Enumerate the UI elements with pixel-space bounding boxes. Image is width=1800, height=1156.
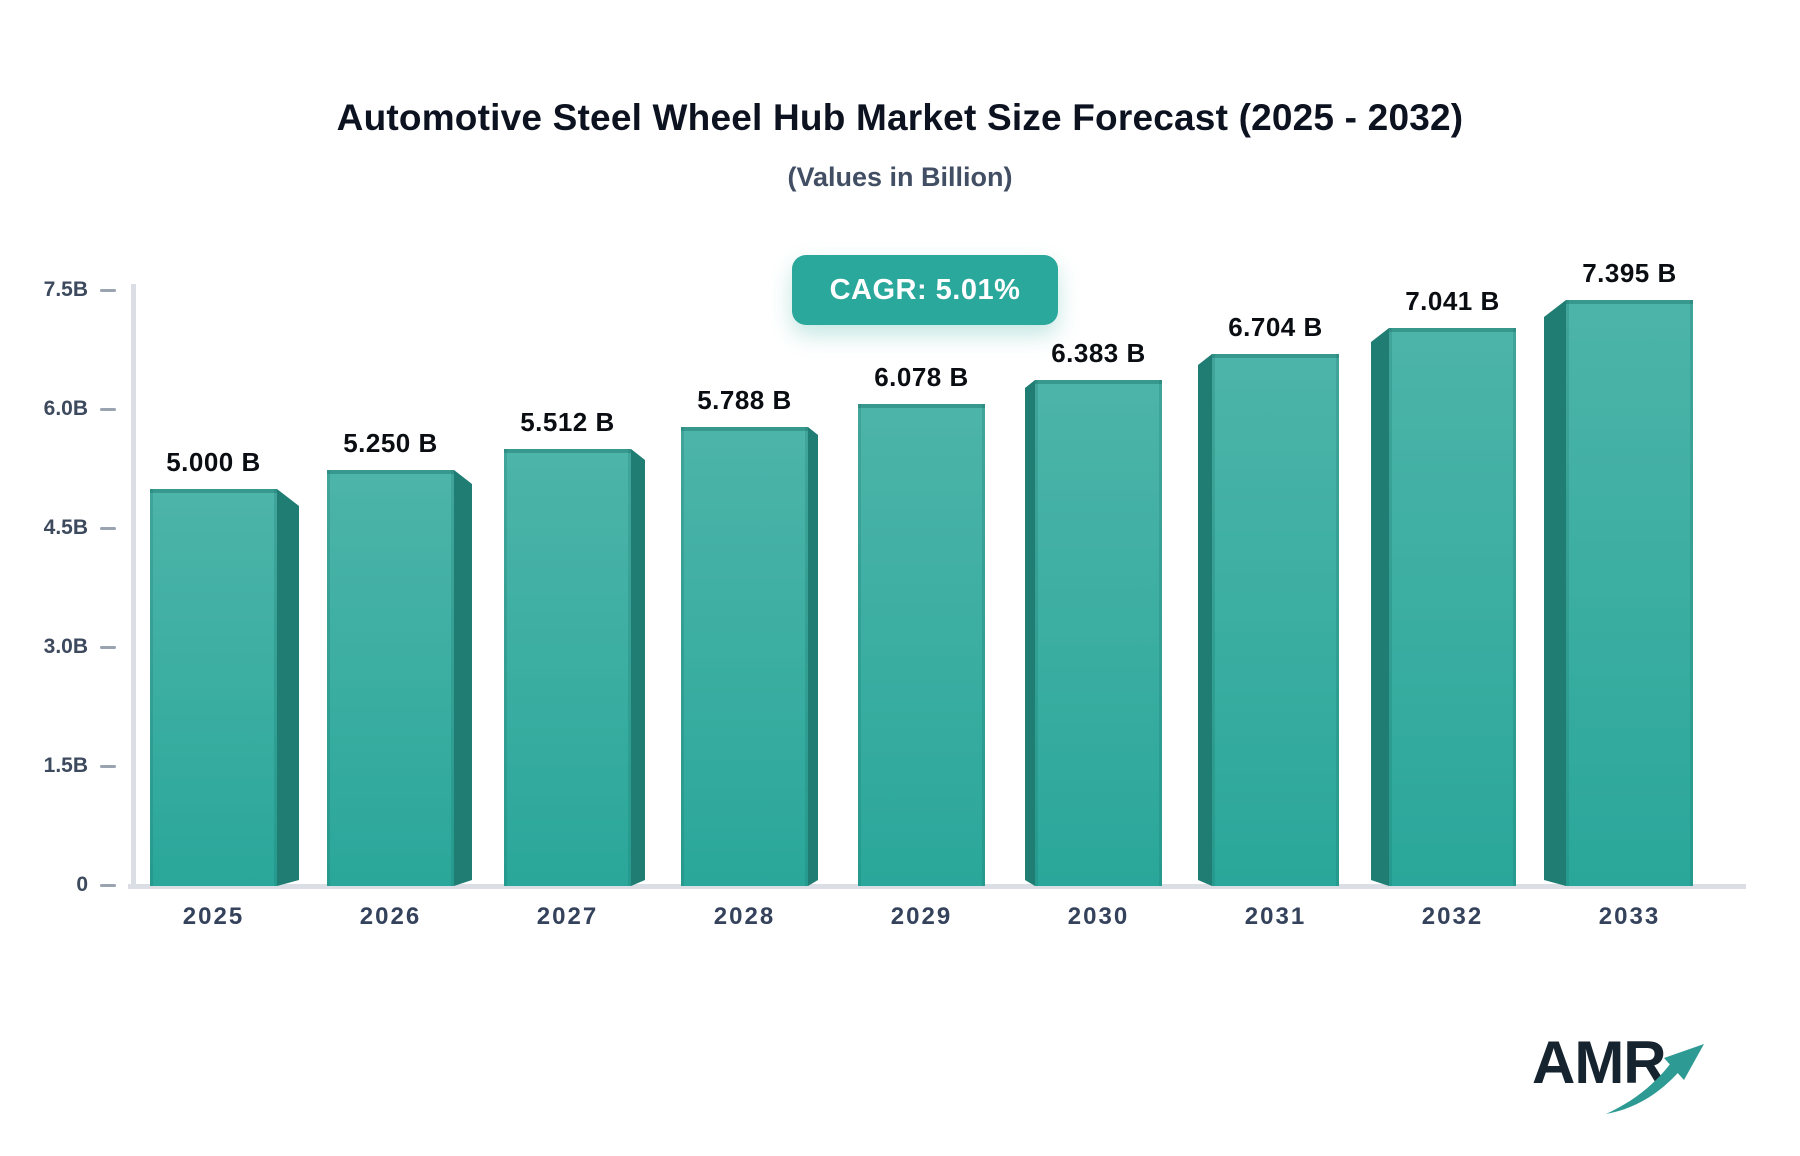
bar-side-bevel <box>454 470 472 886</box>
bar-2028 <box>681 427 808 886</box>
x-axis-label-2027: 2027 <box>536 903 599 930</box>
bar-value-label: 6.704 B <box>1228 312 1323 342</box>
x-axis-label-2026: 2026 <box>359 903 422 930</box>
bar-side-bevel <box>808 427 818 886</box>
x-axis-line <box>128 884 1746 889</box>
bar-2032 <box>1389 328 1516 886</box>
y-tick-label: 6.0B <box>43 397 88 421</box>
x-axis-label-2028: 2028 <box>713 903 776 930</box>
bar-value-label: 5.250 B <box>343 428 438 458</box>
bar-2025 <box>150 489 277 886</box>
amr-logo: AMR <box>1532 1028 1722 1118</box>
y-tick-label: 1.5B <box>43 754 88 778</box>
amr-logo-text: AMR <box>1532 1029 1667 1096</box>
bar-value-label: 5.788 B <box>697 385 792 415</box>
y-tick-mark <box>100 527 116 531</box>
y-tick-mark <box>100 884 116 887</box>
bar-value-label: 6.383 B <box>1051 338 1146 368</box>
cagr-badge: CAGR: 5.01% <box>792 255 1058 325</box>
bar-side-bevel <box>277 489 299 886</box>
bar-side-bevel <box>1198 354 1212 886</box>
y-tick-mark <box>100 408 116 412</box>
y-axis-line <box>131 284 136 888</box>
cagr-badge-label: CAGR: 5.01% <box>829 273 1021 306</box>
y-tick-label: 0 <box>76 873 88 896</box>
x-axis-label-2031: 2031 <box>1244 903 1307 930</box>
y-tick-label: 3.0B <box>43 635 88 659</box>
chart-subtitle: (Values in Billion) <box>787 162 1013 192</box>
bar-side-bevel <box>631 449 645 886</box>
x-axis-label-2025: 2025 <box>182 903 245 930</box>
bar-2033 <box>1566 300 1693 886</box>
growth-arrow-icon <box>1606 1044 1704 1114</box>
bar-side-bevel <box>1025 380 1035 886</box>
chart-title: Automotive Steel Wheel Hub Market Size F… <box>336 97 1464 138</box>
bar-2031 <box>1212 354 1339 886</box>
y-tick-mark <box>100 765 116 769</box>
x-axis-label-2033: 2033 <box>1598 903 1661 930</box>
bar-value-label: 5.512 B <box>520 407 615 437</box>
bar-2027 <box>504 449 631 886</box>
y-tick-mark <box>100 289 116 293</box>
x-axis-label-2032: 2032 <box>1421 903 1484 930</box>
bar-2030 <box>1035 380 1162 886</box>
bar-2029 <box>858 404 985 886</box>
bar-value-label: 6.078 B <box>874 362 969 392</box>
bar-value-label: 5.000 B <box>166 447 261 477</box>
y-tick-label: 4.5B <box>43 516 88 540</box>
bar-2026 <box>327 470 454 886</box>
y-tick-mark <box>100 646 116 650</box>
bar-value-label: 7.395 B <box>1582 258 1677 288</box>
y-tick-label: 7.5B <box>43 278 88 302</box>
bar-side-bevel <box>1371 328 1389 886</box>
x-axis-label-2029: 2029 <box>890 903 953 930</box>
bar-value-label: 7.041 B <box>1405 286 1500 316</box>
x-axis-label-2030: 2030 <box>1067 903 1130 930</box>
bar-side-bevel <box>1544 300 1566 886</box>
